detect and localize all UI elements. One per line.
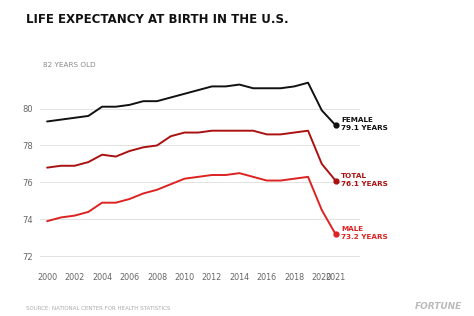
Text: LIFE EXPECTANCY AT BIRTH IN THE U.S.: LIFE EXPECTANCY AT BIRTH IN THE U.S. [26, 13, 289, 26]
Text: FEMALE
79.1 YEARS: FEMALE 79.1 YEARS [341, 117, 388, 131]
Text: SOURCE: NATIONAL CENTER FOR HEALTH STATISTICS: SOURCE: NATIONAL CENTER FOR HEALTH STATI… [26, 306, 171, 311]
Text: 82 YEARS OLD: 82 YEARS OLD [43, 62, 96, 68]
Text: TOTAL
76.1 YEARS: TOTAL 76.1 YEARS [341, 173, 388, 187]
Text: MALE
73.2 YEARS: MALE 73.2 YEARS [341, 226, 388, 240]
Text: FORTUNE: FORTUNE [415, 302, 462, 311]
